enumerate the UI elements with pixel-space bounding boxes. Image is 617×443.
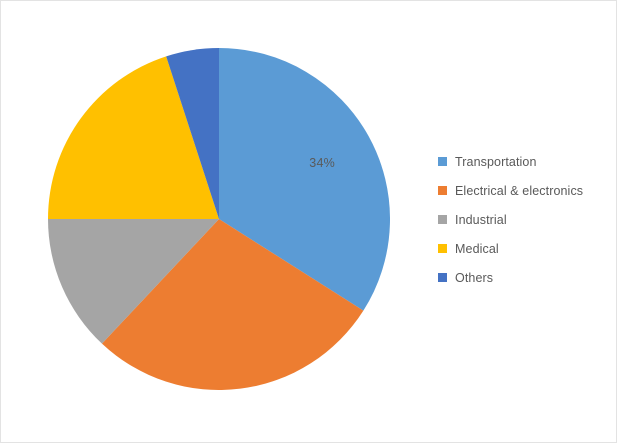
pie-slice-others[interactable] bbox=[166, 48, 219, 219]
legend-item-label: Electrical & electronics bbox=[455, 183, 584, 198]
legend-swatch-icon bbox=[438, 273, 447, 282]
pie-slice-electrical-electronics[interactable] bbox=[101, 219, 364, 390]
pie-slice-industrial[interactable] bbox=[48, 219, 219, 344]
pie-chart-svg bbox=[48, 48, 390, 390]
legend-swatch-icon bbox=[438, 215, 447, 224]
pie-slice-transportation[interactable] bbox=[219, 48, 390, 311]
legend-item-medical[interactable]: Medical bbox=[438, 234, 610, 263]
legend-item-label: Industrial bbox=[455, 212, 507, 227]
pie-chart-plot-area: 34% bbox=[1, 1, 421, 442]
pie-slice-group bbox=[48, 48, 390, 390]
legend-item-electrical-electronics[interactable]: Electrical & electronics bbox=[438, 176, 610, 205]
legend-swatch-icon bbox=[438, 157, 447, 166]
legend-item-label: Others bbox=[455, 270, 494, 285]
legend-item-transportation[interactable]: Transportation bbox=[438, 147, 610, 176]
legend-swatch-icon bbox=[438, 244, 447, 253]
legend-item-industrial[interactable]: Industrial bbox=[438, 205, 610, 234]
legend-swatch-icon bbox=[438, 186, 447, 195]
pie-data-label-transportation: 34% bbox=[309, 155, 335, 170]
legend-item-others[interactable]: Others bbox=[438, 263, 610, 292]
pie-slice-medical[interactable] bbox=[48, 56, 219, 220]
legend-item-label: Medical bbox=[455, 241, 499, 256]
chart-legend: Transportation Electrical & electronics In… bbox=[438, 147, 610, 292]
legend-item-label: Transportation bbox=[455, 154, 537, 169]
